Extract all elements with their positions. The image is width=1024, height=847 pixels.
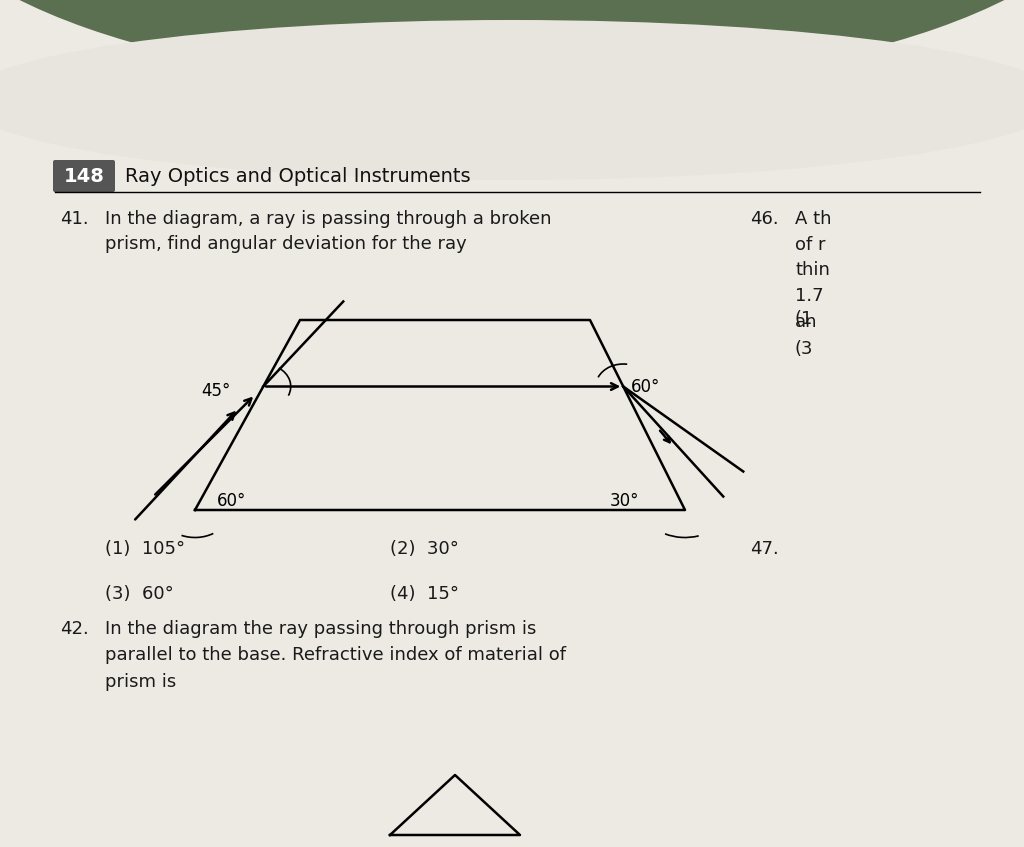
- Text: 47.: 47.: [750, 540, 778, 558]
- Ellipse shape: [0, 0, 1024, 90]
- Text: (1: (1: [795, 310, 813, 328]
- Text: (1)  105°: (1) 105°: [105, 540, 185, 558]
- Text: 60°: 60°: [217, 492, 247, 510]
- Text: Ray Optics and Optical Instruments: Ray Optics and Optical Instruments: [125, 167, 471, 185]
- Text: (4)  15°: (4) 15°: [390, 585, 459, 603]
- Text: 46.: 46.: [750, 210, 778, 228]
- Text: 148: 148: [63, 167, 104, 185]
- Text: 45°: 45°: [202, 381, 230, 400]
- Text: 60°: 60°: [631, 379, 660, 396]
- Text: A th
of r
thin
1.7
an: A th of r thin 1.7 an: [795, 210, 831, 331]
- Text: 30°: 30°: [610, 492, 640, 510]
- Text: 42.: 42.: [60, 620, 89, 638]
- Text: 41.: 41.: [60, 210, 89, 228]
- Text: (3: (3: [795, 340, 813, 358]
- Text: In the diagram, a ray is passing through a broken
prism, find angular deviation : In the diagram, a ray is passing through…: [105, 210, 552, 253]
- Text: (2)  30°: (2) 30°: [390, 540, 459, 558]
- Ellipse shape: [0, 20, 1024, 180]
- Bar: [0, 100, 1024, 847]
- Text: (3)  60°: (3) 60°: [105, 585, 174, 603]
- Text: In the diagram the ray passing through prism is
parallel to the base. Refractive: In the diagram the ray passing through p…: [105, 620, 566, 691]
- FancyBboxPatch shape: [53, 160, 115, 192]
